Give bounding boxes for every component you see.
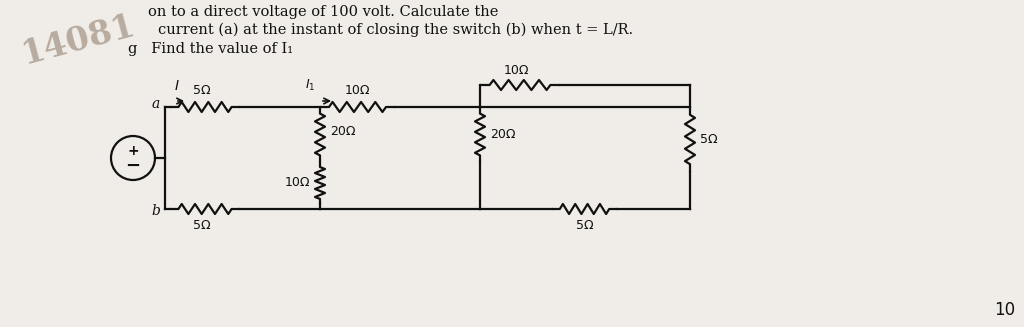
Text: 5Ω: 5Ω — [193, 84, 210, 97]
Text: on to a direct voltage of 100 volt. Calculate the: on to a direct voltage of 100 volt. Calc… — [148, 5, 499, 19]
Text: +: + — [127, 144, 139, 158]
Text: 5Ω: 5Ω — [575, 219, 593, 232]
Text: 10Ω: 10Ω — [345, 84, 371, 97]
Text: 20Ω: 20Ω — [330, 125, 355, 138]
Text: I: I — [175, 79, 179, 93]
Text: current (a) at the instant of closing the switch (b) when t = L/R.: current (a) at the instant of closing th… — [158, 23, 633, 37]
Text: 14081: 14081 — [18, 9, 139, 71]
Text: 10Ω: 10Ω — [285, 177, 310, 190]
Text: b: b — [152, 204, 160, 218]
Text: 10Ω: 10Ω — [503, 64, 528, 77]
Text: a: a — [152, 97, 160, 111]
Text: g   Find the value of I₁: g Find the value of I₁ — [128, 42, 293, 56]
Text: 5Ω: 5Ω — [193, 219, 210, 232]
Text: $I_1$: $I_1$ — [304, 78, 315, 93]
Text: 5Ω: 5Ω — [700, 133, 718, 146]
Text: −: − — [125, 157, 140, 175]
Text: 20Ω: 20Ω — [490, 128, 515, 141]
Text: 10: 10 — [994, 301, 1015, 319]
